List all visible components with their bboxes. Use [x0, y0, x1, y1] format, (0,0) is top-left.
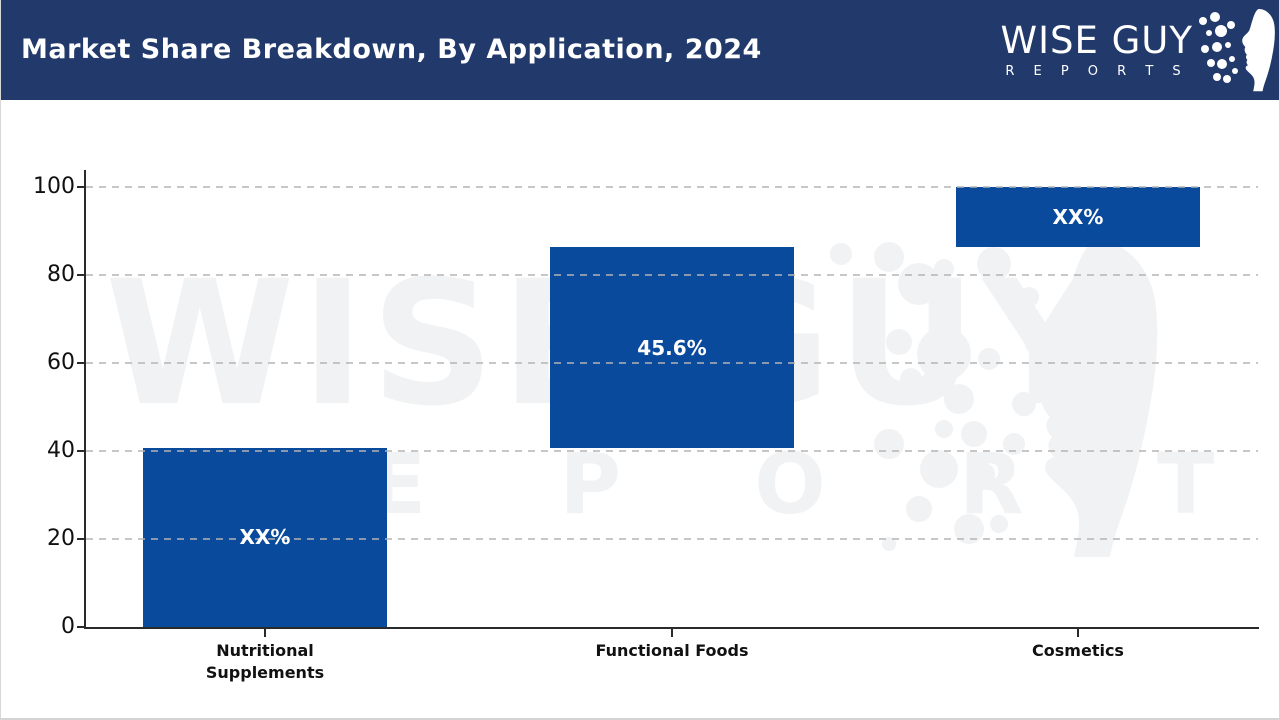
x-category-label: Cosmetics — [1032, 641, 1124, 660]
logo-subtext: R E P O R T S — [1005, 63, 1189, 79]
gridline — [86, 538, 1258, 540]
y-tick — [77, 538, 85, 540]
y-tick — [77, 450, 85, 452]
page-title: Market Share Breakdown, By Application, … — [21, 34, 762, 65]
bar-segment — [550, 247, 794, 448]
gridline — [86, 274, 1258, 276]
wise-guy-reports-logo: WISE GUY R E P O R T S — [1001, 7, 1277, 93]
logo-head-profile-icon — [1199, 9, 1275, 92]
gridline — [86, 186, 1258, 188]
gridline — [86, 450, 1258, 452]
y-tick-label: 0 — [61, 614, 75, 639]
y-tick — [77, 362, 85, 364]
y-tick-label: 80 — [47, 262, 75, 287]
x-tick — [264, 629, 266, 637]
x-tick — [1077, 629, 1079, 637]
logo-wordmark: WISE GUY — [1000, 19, 1193, 63]
x-axis-line — [84, 627, 1259, 629]
y-tick — [77, 274, 85, 276]
y-tick-label: 60 — [47, 350, 75, 375]
y-tick-label: 100 — [33, 174, 75, 199]
bar-value-label: XX% — [239, 525, 291, 550]
x-category-label: Functional Foods — [595, 641, 749, 660]
bar-segment — [956, 187, 1200, 248]
bar-value-label: 45.6% — [637, 335, 707, 360]
gridline — [86, 362, 1258, 364]
x-tick — [671, 629, 673, 637]
watermark-head-profile-icon — [830, 240, 1158, 557]
header-bar: Market Share Breakdown, By Application, … — [1, 0, 1279, 100]
bar-segment — [143, 447, 387, 627]
logo-text: WISE GUY R E P O R T S — [1000, 19, 1193, 79]
y-axis-line — [84, 170, 86, 629]
bar-value-label: XX% — [1052, 205, 1104, 230]
y-tick-label: 20 — [47, 526, 75, 551]
x-category-label: Nutritional Supplements — [205, 641, 325, 682]
y-tick — [77, 626, 85, 628]
y-tick — [77, 186, 85, 188]
y-tick-label: 40 — [47, 438, 75, 463]
